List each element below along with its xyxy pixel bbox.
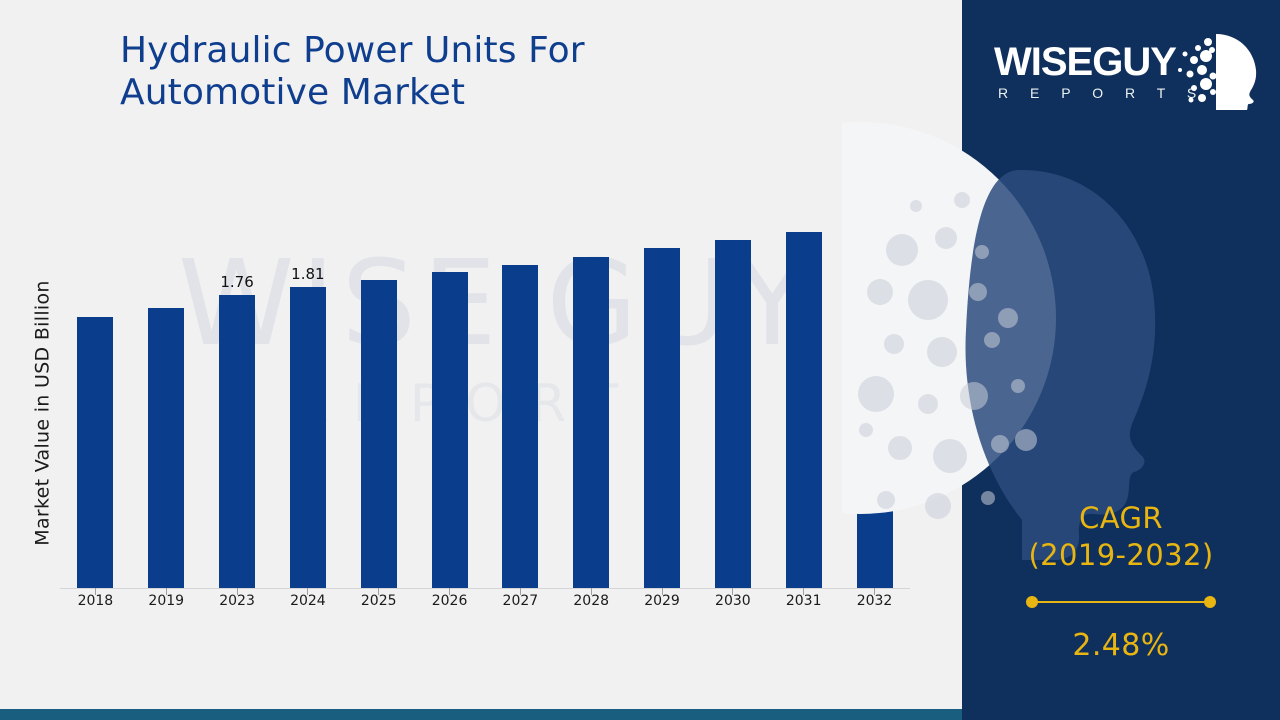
x-tick	[485, 588, 556, 595]
bar-slot: 1.76	[202, 180, 273, 588]
x-tick	[131, 588, 202, 595]
bar-slot	[697, 180, 768, 588]
bar-series: 1.76 1.81 2.2	[60, 180, 910, 588]
tick-mark	[449, 588, 451, 595]
bottom-accent-strip	[0, 709, 962, 720]
cagr-block: CAGR (2019-2032) 2.48%	[962, 500, 1280, 663]
y-axis-title-text: Market Value in USD Billion	[32, 280, 55, 546]
x-axis-label: 2027	[502, 593, 539, 609]
bar-value-label: 2.2	[862, 199, 887, 218]
x-axis-label: 2023	[219, 593, 255, 609]
bar	[644, 248, 681, 588]
tick-mark	[519, 588, 521, 595]
x-tick	[627, 588, 698, 595]
bar	[714, 239, 751, 588]
bar-slot	[768, 180, 839, 588]
page-title: Hydraulic Power Units For Automotive Mar…	[120, 30, 585, 114]
logo-wordmark: WISEGUY	[994, 40, 1177, 84]
bar	[148, 308, 185, 588]
tick-mark	[165, 588, 167, 595]
x-axis-ticks	[60, 588, 910, 595]
x-tick	[697, 588, 768, 595]
x-tick	[343, 588, 414, 595]
x-tick	[60, 588, 131, 595]
bar-slot: 2.2	[839, 180, 910, 588]
divider-line	[1032, 601, 1210, 604]
x-axis-label: 2024	[290, 593, 326, 609]
x-tick	[839, 588, 910, 595]
cagr-value: 2.48%	[1072, 628, 1170, 664]
x-axis-label: 2032	[856, 593, 893, 609]
dotted-head-profile-icon	[1178, 34, 1257, 110]
tick-mark	[378, 588, 380, 595]
chart-panel: Hydraulic Power Units For Automotive Mar…	[0, 30, 962, 720]
bar	[289, 286, 326, 588]
x-axis-label: 2029	[644, 593, 680, 609]
plot-area: 1.76 1.81 2.2	[60, 180, 910, 589]
cagr-label: CAGR	[1079, 501, 1163, 535]
bar-value-label: 1.76	[220, 272, 254, 291]
tick-mark	[803, 588, 805, 595]
tick-mark	[94, 588, 96, 595]
x-axis-label: 2019	[148, 593, 185, 609]
bar-slot	[556, 180, 627, 588]
bar-slot	[627, 180, 698, 588]
bar-slot: 1.81	[272, 180, 343, 588]
x-axis-label: 2028	[573, 593, 610, 609]
cagr-divider	[1026, 596, 1216, 609]
x-tick	[202, 588, 273, 595]
tick-mark	[236, 588, 238, 595]
logo-subtitle: R E P O R T S	[998, 85, 1206, 101]
bar	[219, 294, 256, 588]
bar-slot	[485, 180, 556, 588]
bar	[431, 271, 468, 588]
x-axis-label: 2031	[785, 593, 822, 609]
y-axis-title: Market Value in USD Billion	[28, 238, 58, 588]
bar	[502, 264, 539, 588]
bar	[785, 231, 822, 588]
x-axis-labels: 2018 2019 2023 2024 2025 2026 2027 2028 2029 2030…	[60, 593, 910, 609]
x-axis-line	[60, 588, 910, 589]
x-tick	[556, 588, 627, 595]
bar-slot	[343, 180, 414, 588]
x-axis-label: 2030	[715, 593, 751, 609]
x-axis-label: 2018	[77, 593, 114, 609]
brand-logo: WISEGUY R E P O R T S	[976, 26, 1266, 114]
bar-slot	[60, 180, 131, 588]
bar	[573, 256, 610, 588]
bar	[360, 279, 397, 588]
x-axis-label: 2025	[360, 593, 397, 609]
x-axis-label: 2026	[431, 593, 468, 609]
bar	[856, 221, 893, 588]
tick-mark	[732, 588, 734, 595]
tick-mark	[590, 588, 592, 595]
bar-slot	[414, 180, 485, 588]
bar-slot	[131, 180, 202, 588]
tick-mark	[307, 588, 309, 595]
divider-dot-right	[1204, 596, 1216, 609]
brand-panel: WISEGUY R E P O R T S CAGR (2019-2032)	[842, 0, 1280, 720]
bar-value-label: 1.81	[291, 264, 325, 283]
x-tick	[414, 588, 485, 595]
x-tick	[272, 588, 343, 595]
cagr-period: (2019-2032)	[1028, 538, 1214, 573]
bar	[77, 316, 114, 588]
tick-mark	[874, 588, 875, 595]
x-tick	[768, 588, 839, 595]
tick-mark	[661, 588, 663, 595]
